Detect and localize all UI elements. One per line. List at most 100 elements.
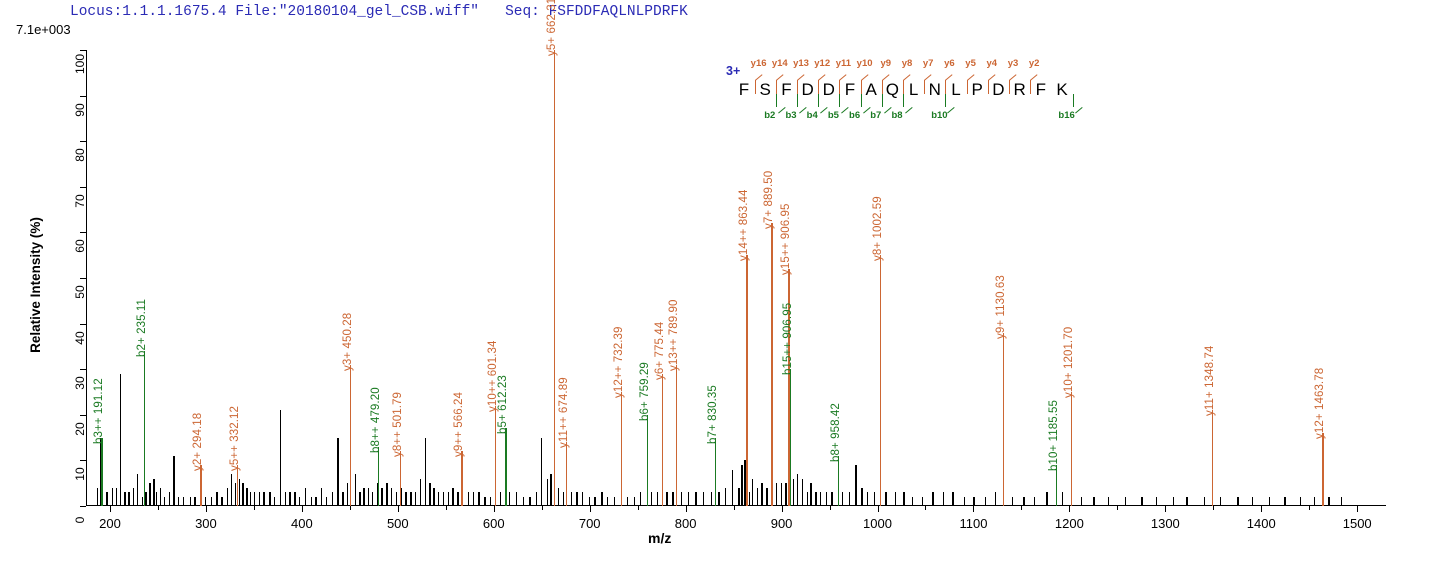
x-axis-tick bbox=[301, 506, 303, 512]
y-axis-tick bbox=[80, 141, 86, 143]
peak-unassigned bbox=[376, 483, 379, 506]
peak-unassigned bbox=[1284, 496, 1286, 506]
spectrum-plot-area: 0 10 20 30 40 50 60 70 80 90 100 200 300 400 500 600 70… bbox=[73, 0, 1386, 531]
peak-unassigned bbox=[216, 492, 218, 506]
peak-annotation-label: y5+ 662.31 bbox=[545, 0, 558, 56]
x-axis-tick-label: 1100 bbox=[959, 516, 988, 531]
peak-unassigned bbox=[258, 492, 261, 506]
x-axis-minor-tick bbox=[1117, 506, 1119, 510]
x-axis-minor-tick bbox=[1021, 506, 1023, 510]
peak-b-ion bbox=[789, 369, 792, 506]
peak-unassigned bbox=[1203, 496, 1206, 506]
y-ion-label: y11 bbox=[835, 58, 852, 69]
peak-unassigned bbox=[419, 478, 422, 506]
y-ion-cleavage-tick bbox=[775, 80, 777, 94]
peak-annotation-label: b8++ 479.20 bbox=[369, 387, 382, 453]
peak-unassigned bbox=[100, 437, 102, 506]
peak-unassigned bbox=[149, 483, 151, 506]
peak-annotation-label: y9+ 1130.63 bbox=[994, 274, 1007, 339]
y-axis-tick-label: 70 bbox=[73, 194, 87, 208]
peak-unassigned bbox=[173, 455, 175, 506]
b-ion-cleavage-arm bbox=[947, 107, 956, 114]
b-ion-cleavage-arm bbox=[905, 107, 913, 114]
peak-b-ion bbox=[714, 437, 717, 506]
peak-unassigned bbox=[1268, 496, 1271, 506]
b-ion-cleavage-tick bbox=[1072, 94, 1074, 107]
x-axis-tick-label: 800 bbox=[674, 516, 697, 531]
peak-unassigned bbox=[405, 492, 407, 506]
peak-unassigned bbox=[848, 492, 851, 506]
b-ion-cleavage-tick bbox=[797, 94, 798, 107]
peak-b-ion bbox=[837, 455, 839, 506]
x-axis-tick bbox=[1069, 506, 1071, 512]
peak-unassigned bbox=[371, 492, 374, 506]
peak-unassigned bbox=[639, 492, 641, 506]
y-axis-tick bbox=[80, 186, 86, 188]
peak-unassigned bbox=[381, 487, 383, 506]
peak-unassigned bbox=[912, 496, 914, 506]
y-ion-label: y9 bbox=[880, 58, 892, 69]
peptide-residue: D bbox=[822, 80, 835, 99]
y-axis-tick-label: 80 bbox=[73, 148, 87, 162]
peak-unassigned bbox=[438, 492, 440, 506]
peak-annotation-label: y2+ 294.18 bbox=[192, 412, 205, 471]
peak-unassigned bbox=[246, 487, 248, 506]
peak-unassigned bbox=[903, 492, 905, 506]
y-ion-label: y3 bbox=[1007, 58, 1019, 69]
peak-unassigned bbox=[984, 496, 987, 506]
b-ion-label: b10 bbox=[931, 110, 948, 121]
peak-unassigned bbox=[1299, 496, 1302, 506]
y-ion-cleavage-tick bbox=[945, 80, 947, 94]
b-ion-label: b16 bbox=[1058, 110, 1075, 121]
peak-unassigned bbox=[724, 487, 727, 506]
peak-unassigned bbox=[163, 496, 166, 506]
peak-unassigned bbox=[359, 492, 361, 506]
x-axis-tick-label: 500 bbox=[386, 516, 409, 531]
peak-unassigned bbox=[588, 496, 591, 506]
peak-y-ion bbox=[746, 255, 748, 506]
peak-unassigned bbox=[368, 487, 370, 506]
peak-y-ion bbox=[399, 451, 401, 506]
peak-unassigned bbox=[1107, 496, 1110, 506]
peak-b-ion bbox=[505, 428, 507, 506]
b-ion-label: b8 bbox=[891, 110, 903, 121]
peak-annotation-label: b2+ 235.11 bbox=[135, 298, 148, 357]
peptide-residue: S bbox=[759, 80, 771, 99]
peak-unassigned bbox=[1328, 496, 1330, 506]
peak-unassigned bbox=[1251, 496, 1254, 506]
peak-unassigned bbox=[310, 496, 312, 506]
peak-unassigned bbox=[550, 474, 552, 506]
peak-y-ion bbox=[1322, 433, 1324, 506]
y-axis-tick-label: 20 bbox=[73, 422, 87, 436]
peak-unassigned bbox=[1173, 496, 1175, 506]
peak-annotation-label: b3++ 191.12 bbox=[93, 377, 106, 444]
peak-unassigned bbox=[499, 492, 501, 506]
peak-unassigned bbox=[831, 492, 833, 506]
peak-unassigned bbox=[973, 496, 975, 506]
peak-unassigned bbox=[1220, 496, 1222, 506]
peak-unassigned bbox=[1125, 496, 1127, 506]
peak-unassigned bbox=[613, 496, 616, 506]
peak-unassigned bbox=[433, 487, 435, 506]
peak-unassigned bbox=[718, 492, 720, 506]
peak-unassigned bbox=[284, 492, 286, 506]
x-axis-tick-label: 1200 bbox=[1054, 516, 1084, 531]
x-axis-minor-tick bbox=[349, 506, 351, 510]
b-ion-cleavage-arm bbox=[862, 107, 871, 114]
peak-unassigned bbox=[331, 492, 333, 506]
peak-b-ion bbox=[377, 446, 380, 506]
peak-unassigned bbox=[298, 496, 301, 506]
y-ion-cleavage-tick bbox=[797, 80, 798, 94]
peak-unassigned bbox=[111, 487, 114, 506]
peak-unassigned bbox=[738, 487, 740, 506]
peak-unassigned bbox=[194, 496, 196, 506]
peak-unassigned bbox=[315, 496, 317, 506]
x-axis-minor-tick bbox=[1309, 506, 1311, 510]
x-axis-tick bbox=[1261, 506, 1263, 512]
peak-unassigned bbox=[702, 492, 705, 506]
b-ion-cleavage-arm bbox=[820, 107, 828, 114]
b-ion-cleavage-arm bbox=[883, 107, 892, 114]
peak-unassigned bbox=[227, 487, 229, 506]
peak-annotation-label: b5+ 612.23 bbox=[497, 375, 510, 435]
peak-unassigned bbox=[304, 487, 307, 506]
